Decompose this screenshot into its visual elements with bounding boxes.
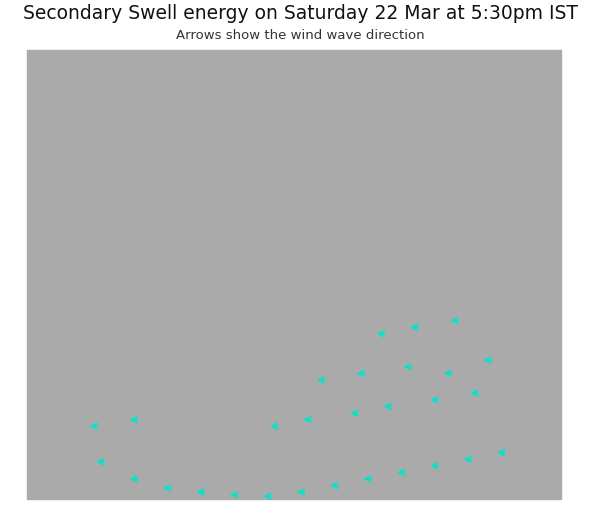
- Text: Arrows show the wind wave direction: Arrows show the wind wave direction: [176, 29, 425, 42]
- Text: Secondary Swell energy on Saturday 22 Mar at 5:30pm IST: Secondary Swell energy on Saturday 22 Ma…: [23, 5, 578, 24]
- Bar: [26, 50, 561, 499]
